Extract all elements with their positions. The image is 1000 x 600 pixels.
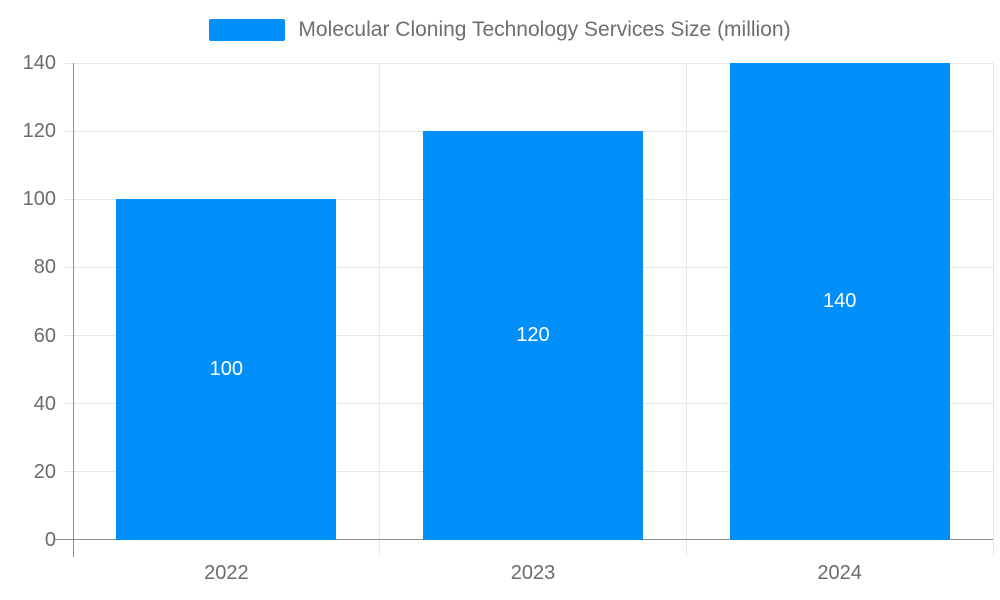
bar[interactable]: 120: [423, 131, 643, 540]
y-axis-line: [73, 63, 74, 557]
y-tick-label: 100: [22, 188, 56, 211]
plot-area: 0 20 40 60 80 100 120 140 100 2022 120 2023 140 2024: [23, 52, 994, 584]
gridline-vertical: [685, 63, 687, 556]
bar[interactable]: 100: [116, 199, 337, 540]
legend-label: Molecular Cloning Technology Services Si…: [298, 18, 791, 41]
y-tick-label: 60: [33, 324, 56, 347]
gridline-vertical: [992, 63, 994, 556]
y-tick-label: 80: [33, 256, 56, 279]
y-tick-label: 0: [44, 529, 56, 551]
x-tick-label: 2024: [817, 562, 862, 584]
x-tick-label: 2022: [204, 562, 249, 584]
gridline-vertical: [379, 63, 381, 556]
bar-value-label: 100: [209, 358, 244, 381]
y-tick-label: 20: [33, 460, 56, 483]
y-tick-label: 40: [33, 392, 56, 415]
bar[interactable]: 140: [729, 63, 950, 540]
bar-value-label: 120: [516, 324, 550, 347]
gridline-horizontal: [65, 62, 993, 64]
legend-swatch-icon: [209, 19, 286, 41]
x-tick-label: 2023: [510, 562, 556, 584]
legend-item[interactable]: Molecular Cloning Technology Services Si…: [0, 18, 1000, 42]
y-tick-label: 140: [22, 52, 56, 74]
y-tick-label: 120: [22, 120, 56, 143]
bar-value-label: 140: [822, 290, 857, 312]
